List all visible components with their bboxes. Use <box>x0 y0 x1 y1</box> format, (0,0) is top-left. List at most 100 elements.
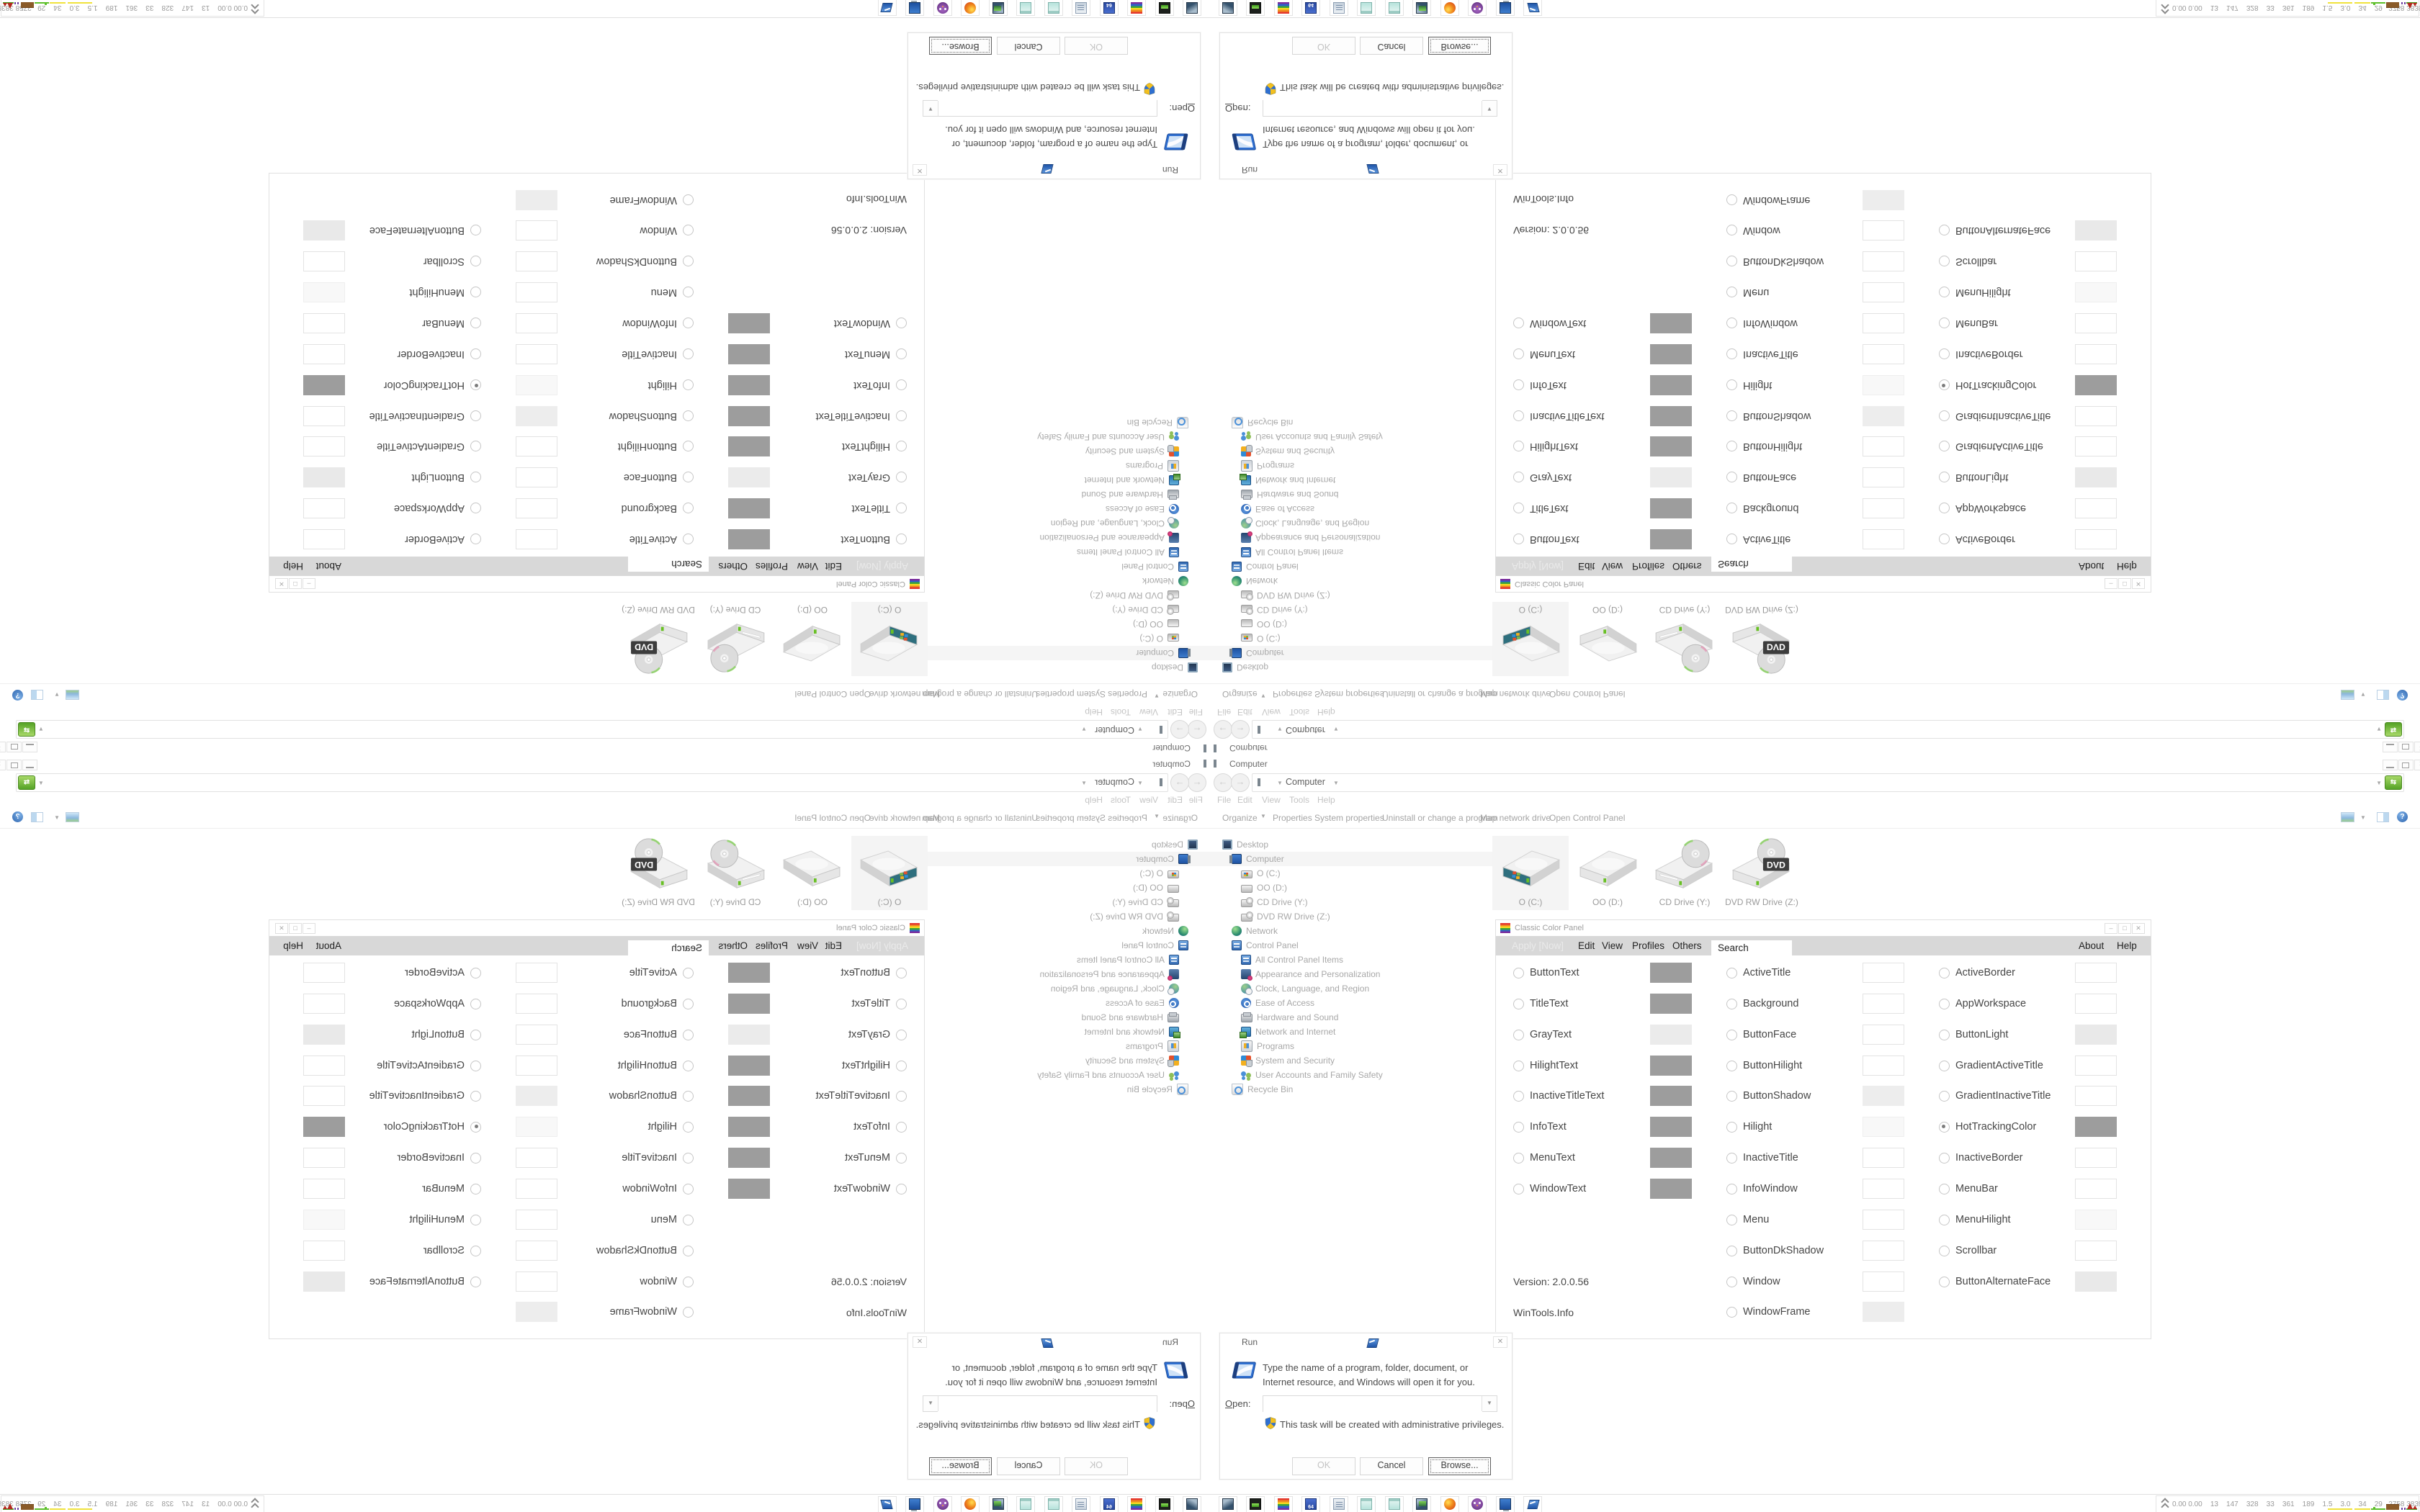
taskbar-button[interactable] <box>905 0 924 16</box>
color-swatch[interactable] <box>516 282 557 302</box>
tray-expand-icon[interactable] <box>2161 1498 2169 1510</box>
color-swatch[interactable] <box>303 313 345 333</box>
sidebar-item-control-panel[interactable]: Control Panel <box>1210 938 1510 953</box>
views-icon[interactable] <box>2341 690 2354 700</box>
radio-button[interactable] <box>1726 1183 1737 1194</box>
menu-help[interactable]: Help <box>1085 795 1103 805</box>
color-swatch[interactable] <box>303 436 345 456</box>
breadcrumb[interactable]: Computer <box>1095 777 1134 787</box>
radio-button[interactable] <box>683 1060 694 1071</box>
color-swatch[interactable] <box>303 1056 345 1076</box>
radio-button[interactable] <box>1726 1245 1737 1256</box>
close-icon[interactable]: ✕ <box>2132 923 2145 934</box>
color-swatch[interactable] <box>1863 963 1904 983</box>
menu-help[interactable]: Help <box>283 561 303 572</box>
radio-button[interactable] <box>1513 379 1524 391</box>
sidebar-item-network[interactable]: Network <box>910 574 1210 588</box>
color-swatch[interactable] <box>1650 1056 1692 1076</box>
open-input[interactable] <box>1263 99 1482 116</box>
close-icon[interactable]: ✕ <box>1493 164 1507 176</box>
sidebar-item-computer[interactable]: Computer <box>1210 646 1510 660</box>
color-swatch[interactable] <box>516 220 557 240</box>
cancel-button[interactable]: Cancel <box>1360 37 1423 55</box>
system-properties-button[interactable]: System properties <box>1314 813 1384 823</box>
sidebar-item-appearance[interactable]: Appearance and Personalization <box>901 967 1210 981</box>
radio-button[interactable] <box>683 534 694 545</box>
menu-others[interactable]: Others <box>1672 561 1702 572</box>
color-swatch[interactable] <box>1863 190 1904 210</box>
radio-button[interactable] <box>470 1060 481 1071</box>
menu-view[interactable]: View <box>797 940 818 951</box>
title-bar[interactable]: Classic Color Panel – □ ✕ <box>269 920 924 936</box>
color-swatch[interactable] <box>1650 436 1692 456</box>
radio-button[interactable] <box>1726 534 1737 545</box>
color-swatch[interactable] <box>728 1117 770 1137</box>
radio-button[interactable] <box>1939 256 1950 267</box>
taskbar-button[interactable] <box>1496 1496 1515 1512</box>
open-combobox[interactable]: ▼ <box>923 1395 1157 1413</box>
taskbar-button[interactable] <box>989 1496 1008 1512</box>
radio-button[interactable] <box>896 1152 907 1164</box>
taskbar-button[interactable] <box>905 1496 924 1512</box>
radio-button[interactable] <box>896 1060 907 1071</box>
taskbar-button[interactable] <box>1183 1496 1201 1512</box>
sidebar-item-network-internet[interactable]: Network and Internet <box>901 473 1210 487</box>
radio-button[interactable] <box>1939 1152 1950 1164</box>
menu-edit[interactable]: Edit <box>825 940 842 951</box>
radio-button[interactable] <box>1726 287 1737 298</box>
drive-item-d[interactable]: OO (D:) <box>1569 602 1646 676</box>
organize-button[interactable]: Organize <box>1222 689 1258 699</box>
radio-button[interactable] <box>1939 967 1950 978</box>
close-icon[interactable]: ✕ <box>2132 578 2145 589</box>
radio-button[interactable] <box>470 1152 481 1164</box>
color-swatch[interactable] <box>516 529 557 549</box>
color-swatch[interactable] <box>2075 1241 2117 1261</box>
drive-item-d[interactable]: OO (D:) <box>774 602 851 676</box>
sidebar-item-ease-of-access[interactable]: Ease of Access <box>1210 996 1519 1010</box>
breadcrumb[interactable]: Computer <box>1286 777 1325 787</box>
radio-button[interactable] <box>1726 472 1737 483</box>
sidebar-item-drive-d[interactable]: OO (D:) <box>1210 617 1519 631</box>
radio-button[interactable] <box>1513 967 1524 978</box>
radio-button[interactable] <box>683 318 694 329</box>
help-icon[interactable]: ? <box>2397 811 2408 822</box>
color-swatch[interactable] <box>1650 1148 1692 1168</box>
sidebar-item-recycle-bin[interactable]: Recycle Bin <box>910 1082 1210 1097</box>
system-properties-button[interactable]: System properties <box>1036 689 1106 699</box>
sidebar-item-dvd-drive[interactable]: DVD RW Drive (Z:) <box>901 909 1210 924</box>
radio-button[interactable] <box>1513 534 1524 545</box>
radio-button[interactable] <box>683 1306 694 1318</box>
taskbar-button[interactable] <box>1468 1496 1487 1512</box>
radio-button[interactable] <box>896 441 907 452</box>
browse-button[interactable]: Browse... <box>1428 1457 1491 1475</box>
sidebar-item-ease-of-access[interactable]: Ease of Access <box>901 502 1210 516</box>
sidebar-item-user-accounts[interactable]: User Accounts and Family Safety <box>901 430 1210 444</box>
radio-button[interactable] <box>1726 1306 1737 1318</box>
open-control-panel-button[interactable]: Open Control Panel <box>1549 813 1626 823</box>
radio-button[interactable] <box>896 1121 907 1133</box>
color-swatch[interactable] <box>1650 406 1692 426</box>
system-properties-button[interactable]: System properties <box>1036 813 1106 823</box>
color-swatch[interactable] <box>728 1148 770 1168</box>
chevron-down-icon[interactable]: ▼ <box>1154 813 1160 819</box>
radio-button[interactable] <box>1513 1152 1524 1164</box>
sidebar-item-dvd-drive[interactable]: DVD RW Drive (Z:) <box>901 588 1210 603</box>
uninstall-program-button[interactable]: Uninstall or change a program <box>1382 813 1498 823</box>
search-input[interactable]: Search <box>1711 555 1792 572</box>
ok-button[interactable]: OK <box>1065 37 1128 55</box>
sidebar-item-programs[interactable]: Programs <box>901 459 1210 473</box>
taskbar-button[interactable] <box>1155 1496 1174 1512</box>
color-swatch[interactable] <box>2075 282 2117 302</box>
radio-button[interactable] <box>1939 410 1950 422</box>
color-swatch[interactable] <box>1863 1241 1904 1261</box>
restore-button[interactable] <box>6 742 22 752</box>
sidebar-item-network-internet[interactable]: Network and Internet <box>1210 1025 1519 1039</box>
radio-button[interactable] <box>1513 348 1524 360</box>
sidebar-item-cd-drive[interactable]: CD Drive (Y:) <box>901 603 1210 617</box>
maximize-button[interactable]: □ <box>289 923 302 934</box>
views-icon[interactable] <box>66 812 79 822</box>
radio-button[interactable] <box>470 1214 481 1225</box>
sidebar-item-cd-drive[interactable]: CD Drive (Y:) <box>1210 895 1519 909</box>
radio-button[interactable] <box>1939 472 1950 483</box>
color-swatch[interactable] <box>2075 498 2117 518</box>
